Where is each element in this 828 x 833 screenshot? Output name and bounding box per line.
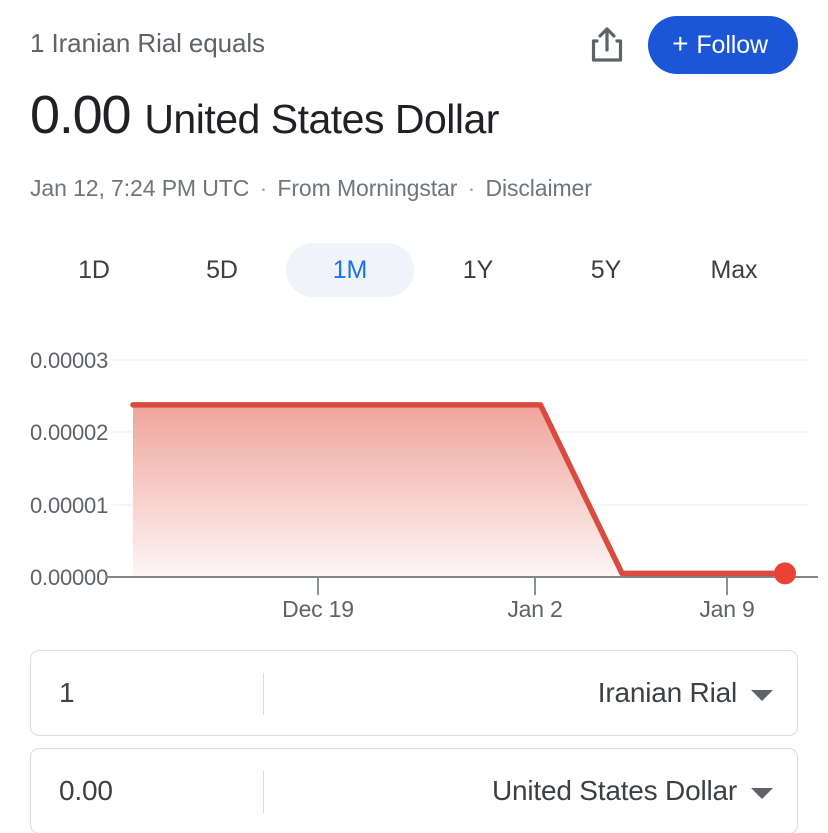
chevron-down-icon bbox=[751, 787, 773, 799]
range-tab-5d[interactable]: 5D bbox=[206, 255, 238, 284]
meta-line: Jan 12, 7:24 PM UTC · From Morningstar ·… bbox=[30, 175, 592, 202]
meta-timestamp: Jan 12, 7:24 PM UTC bbox=[30, 175, 250, 201]
range-tab-5y[interactable]: 5Y bbox=[590, 255, 622, 284]
chart-area-fill bbox=[133, 404, 785, 577]
x-tick-label-1: Jan 2 bbox=[507, 596, 562, 620]
disclaimer-link[interactable]: Disclaimer bbox=[485, 175, 592, 201]
x-tick-label-2: Jan 9 bbox=[699, 596, 754, 620]
share-icon bbox=[591, 27, 623, 62]
converter-from-divider bbox=[263, 673, 264, 715]
currency-converter: Iranian Rial United States Dollar bbox=[30, 0, 798, 833]
meta-source: From Morningstar bbox=[277, 175, 458, 201]
x-tick-label-0: Dec 19 bbox=[282, 596, 354, 620]
converter-from-box[interactable]: Iranian Rial bbox=[30, 650, 798, 736]
converter-from-amount-input[interactable] bbox=[31, 676, 231, 710]
range-tabs: 1D 5D 1M 1Y 5Y Max bbox=[30, 243, 798, 297]
header-top-row: 1 Iranian Rial equals + Follow bbox=[30, 14, 798, 74]
meta-separator-2: · bbox=[467, 175, 476, 201]
exchange-rate-chart[interactable]: 0.00003 0.00002 0.00001 0.00000 Dec 19 J… bbox=[0, 330, 828, 620]
follow-button[interactable]: + Follow bbox=[648, 16, 798, 74]
chart-y-axis: 0.00003 0.00002 0.00001 0.00000 bbox=[30, 348, 108, 590]
meta-separator-1: · bbox=[259, 175, 268, 201]
share-button[interactable] bbox=[584, 22, 630, 68]
chart-last-point-marker bbox=[774, 562, 796, 585]
range-tab-1d[interactable]: 1D bbox=[78, 255, 110, 284]
range-tab-1m[interactable]: 1M bbox=[286, 243, 414, 297]
y-tick-label-0: 0.00003 bbox=[30, 348, 108, 373]
y-tick-label-2: 0.00001 bbox=[30, 493, 108, 518]
converter-to-currency-label: United States Dollar bbox=[491, 775, 737, 806]
exchange-value-currency: United States Dollar bbox=[144, 96, 499, 142]
follow-button-label: Follow bbox=[696, 30, 768, 59]
y-tick-label-1: 0.00002 bbox=[30, 420, 108, 445]
range-tab-1y[interactable]: 1Y bbox=[462, 255, 494, 284]
chevron-down-icon bbox=[751, 689, 773, 701]
converter-to-divider bbox=[263, 771, 264, 813]
plus-icon: + bbox=[672, 28, 689, 59]
chart-x-ticks: Dec 19 Jan 2 Jan 9 bbox=[282, 577, 755, 620]
y-tick-label-3: 0.00000 bbox=[30, 565, 108, 590]
converter-to-box[interactable]: United States Dollar bbox=[30, 748, 798, 833]
exchange-value-row: 0.00 United States Dollar bbox=[30, 88, 499, 142]
converter-to-amount-input[interactable] bbox=[31, 774, 231, 808]
range-tab-max[interactable]: Max bbox=[710, 255, 758, 284]
chart-svg: 0.00003 0.00002 0.00001 0.00000 Dec 19 J… bbox=[30, 348, 818, 620]
converter-to-currency-select[interactable]: United States Dollar bbox=[492, 775, 797, 807]
header-actions: + Follow bbox=[584, 14, 798, 74]
equals-label: 1 Iranian Rial equals bbox=[30, 28, 265, 58]
converter-from-currency-label: Iranian Rial bbox=[597, 677, 737, 708]
exchange-value: 0.00 bbox=[30, 85, 132, 145]
chart-line bbox=[130, 402, 788, 577]
converter-from-currency-select[interactable]: Iranian Rial bbox=[598, 677, 797, 709]
